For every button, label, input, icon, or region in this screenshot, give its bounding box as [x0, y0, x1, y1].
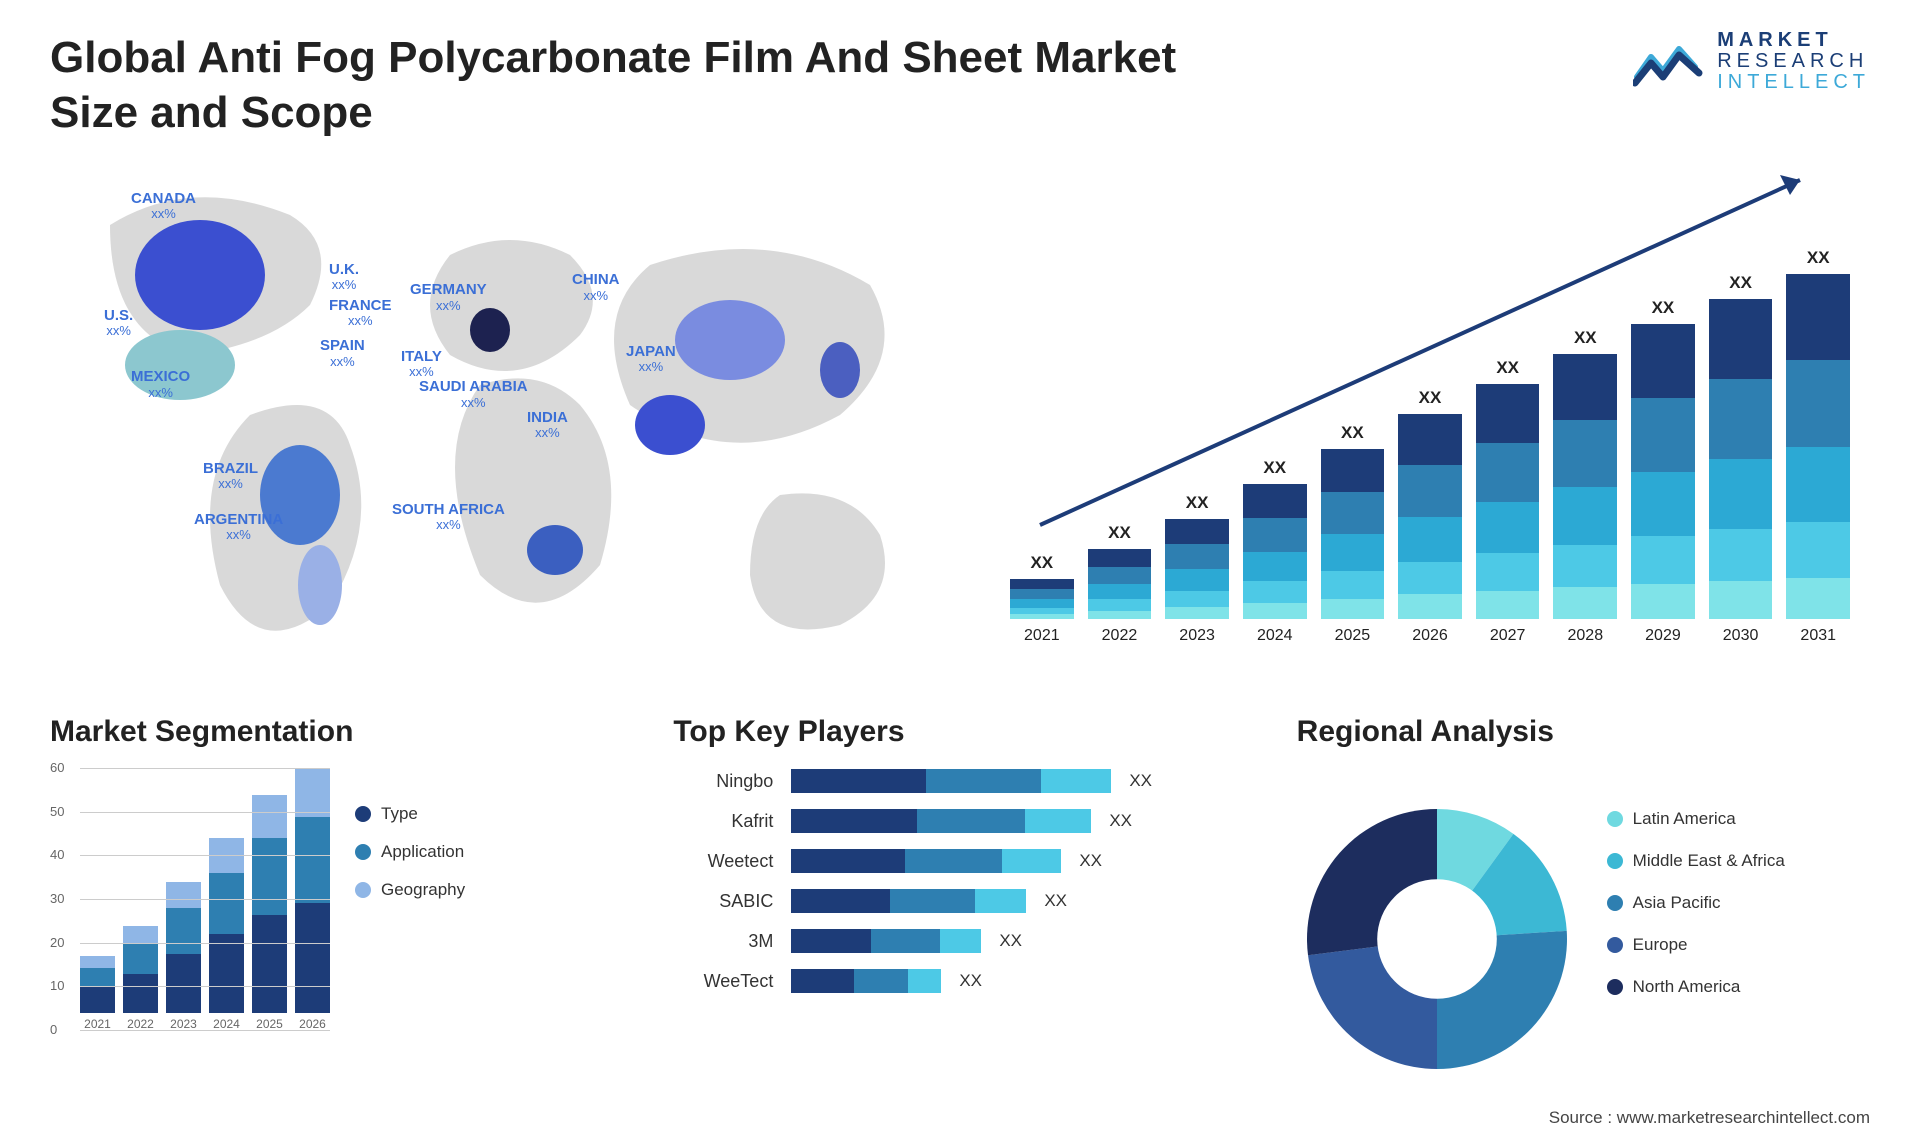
logo-text-2: RESEARCH: [1717, 51, 1870, 72]
segmentation-chart: 202120222023202420252026 0102030405060: [50, 769, 330, 1049]
legend-item: Geography: [355, 880, 465, 900]
forecast-bar: XX 2023: [1165, 493, 1229, 645]
legend-item: Latin America: [1607, 809, 1785, 829]
regional-donut: [1297, 799, 1577, 1079]
regional-legend: Latin America Middle East & Africa Asia Pa…: [1607, 809, 1785, 997]
page-title: Global Anti Fog Polycarbonate Film And S…: [50, 30, 1250, 140]
player-row: WeeTect XX: [673, 969, 1246, 993]
map-label: CANADAxx%: [131, 191, 196, 222]
forecast-bar: XX 2031: [1786, 248, 1850, 645]
segmentation-legend: Type Application Geography: [355, 804, 465, 900]
world-map: CANADAxx% U.S.xx% MEXICOxx% BRAZILxx% ARGENT…: [50, 165, 950, 675]
forecast-bar: XX 2026: [1398, 388, 1462, 645]
forecast-bar-value: XX: [1807, 248, 1830, 268]
forecast-bar: XX 2025: [1321, 423, 1385, 645]
map-label: U.K.xx%: [329, 262, 359, 293]
segmentation-bar: 2023: [166, 882, 201, 1031]
forecast-bar-year: 2031: [1800, 627, 1836, 645]
legend-item: Application: [355, 842, 465, 862]
player-value: XX: [1079, 851, 1102, 871]
forecast-bar: XX 2027: [1476, 358, 1540, 645]
player-row: Weetect XX: [673, 849, 1246, 873]
player-value: XX: [1109, 811, 1132, 831]
forecast-bar: XX 2024: [1243, 458, 1307, 645]
forecast-bar-year: 2027: [1490, 627, 1526, 645]
map-label: ITALYxx%: [401, 349, 442, 380]
player-value: XX: [999, 931, 1022, 951]
forecast-bar: XX 2028: [1553, 328, 1617, 645]
map-label: BRAZILxx%: [203, 461, 258, 492]
forecast-bar: XX 2030: [1709, 273, 1773, 645]
segmentation-panel: Market Segmentation 20212022202320242025…: [50, 715, 623, 1095]
legend-item: Type: [355, 804, 465, 824]
map-label: ARGENTINAxx%: [194, 512, 283, 543]
segmentation-bar: 2025: [252, 795, 287, 1031]
segmentation-title: Market Segmentation: [50, 715, 623, 749]
forecast-bar-value: XX: [1030, 553, 1053, 573]
player-name: 3M: [673, 931, 773, 952]
forecast-bar-year: 2028: [1568, 627, 1604, 645]
forecast-bar-year: 2023: [1179, 627, 1215, 645]
player-row: Ningbo XX: [673, 769, 1246, 793]
player-value: XX: [959, 971, 982, 991]
player-value: XX: [1044, 891, 1067, 911]
player-value: XX: [1129, 771, 1152, 791]
player-name: SABIC: [673, 891, 773, 912]
player-name: Kafrit: [673, 811, 773, 832]
map-label: CHINAxx%: [572, 272, 620, 303]
regional-panel: Regional Analysis Latin America Middle Ea…: [1297, 715, 1870, 1095]
map-label: FRANCExx%: [329, 298, 392, 329]
map-label: MEXICOxx%: [131, 369, 190, 400]
forecast-bar-value: XX: [1341, 423, 1364, 443]
source-text: Source : www.marketresearchintellect.com: [1549, 1108, 1870, 1128]
player-name: WeeTect: [673, 971, 773, 992]
player-name: Ningbo: [673, 771, 773, 792]
map-label: GERMANYxx%: [410, 282, 487, 313]
map-label: INDIAxx%: [527, 410, 568, 441]
map-label: SAUDI ARABIAxx%: [419, 379, 528, 410]
regional-title: Regional Analysis: [1297, 715, 1554, 749]
forecast-bar-year: 2021: [1024, 627, 1060, 645]
forecast-bar-value: XX: [1729, 273, 1752, 293]
map-label: U.S.xx%: [104, 308, 133, 339]
logo-text-3: INTELLECT: [1717, 72, 1870, 93]
player-row: Kafrit XX: [673, 809, 1246, 833]
forecast-bar-value: XX: [1574, 328, 1597, 348]
forecast-bar-value: XX: [1419, 388, 1442, 408]
forecast-bar-year: 2024: [1257, 627, 1293, 645]
forecast-chart: XX 2021 XX 2022 XX 2023 XX 2024 XX 2025 XX 2026 XX 20…: [990, 165, 1870, 675]
forecast-bar: XX 2022: [1088, 523, 1152, 645]
map-svg: [50, 165, 950, 675]
forecast-bar-year: 2026: [1412, 627, 1448, 645]
player-row: SABIC XX: [673, 889, 1246, 913]
forecast-bar-value: XX: [1186, 493, 1209, 513]
forecast-bar-year: 2022: [1102, 627, 1138, 645]
legend-item: Asia Pacific: [1607, 893, 1785, 913]
players-title: Top Key Players: [673, 715, 1246, 749]
player-name: Weetect: [673, 851, 773, 872]
forecast-bar: XX 2029: [1631, 298, 1695, 645]
player-row: 3M XX: [673, 929, 1246, 953]
legend-item: North America: [1607, 977, 1785, 997]
players-panel: Top Key Players Ningbo XX Kafrit XX Weetect X…: [673, 715, 1246, 1095]
logo-mark-icon: [1633, 37, 1703, 87]
legend-item: Europe: [1607, 935, 1785, 955]
forecast-bar-value: XX: [1496, 358, 1519, 378]
forecast-bar-year: 2025: [1335, 627, 1371, 645]
map-label: JAPANxx%: [626, 344, 676, 375]
logo-text-1: MARKET: [1717, 30, 1870, 51]
segmentation-bar: 2024: [209, 838, 244, 1031]
forecast-bar-value: XX: [1652, 298, 1675, 318]
forecast-bar-year: 2029: [1645, 627, 1681, 645]
map-label: SOUTH AFRICAxx%: [392, 502, 505, 533]
forecast-bar: XX 2021: [1010, 553, 1074, 645]
legend-item: Middle East & Africa: [1607, 851, 1785, 871]
forecast-bar-value: XX: [1263, 458, 1286, 478]
segmentation-bar: 2021: [80, 956, 115, 1031]
segmentation-bar: 2022: [123, 926, 158, 1031]
forecast-bar-value: XX: [1108, 523, 1131, 543]
brand-logo: MARKET RESEARCH INTELLECT: [1633, 30, 1870, 93]
map-label: SPAINxx%: [320, 338, 365, 369]
forecast-bar-year: 2030: [1723, 627, 1759, 645]
